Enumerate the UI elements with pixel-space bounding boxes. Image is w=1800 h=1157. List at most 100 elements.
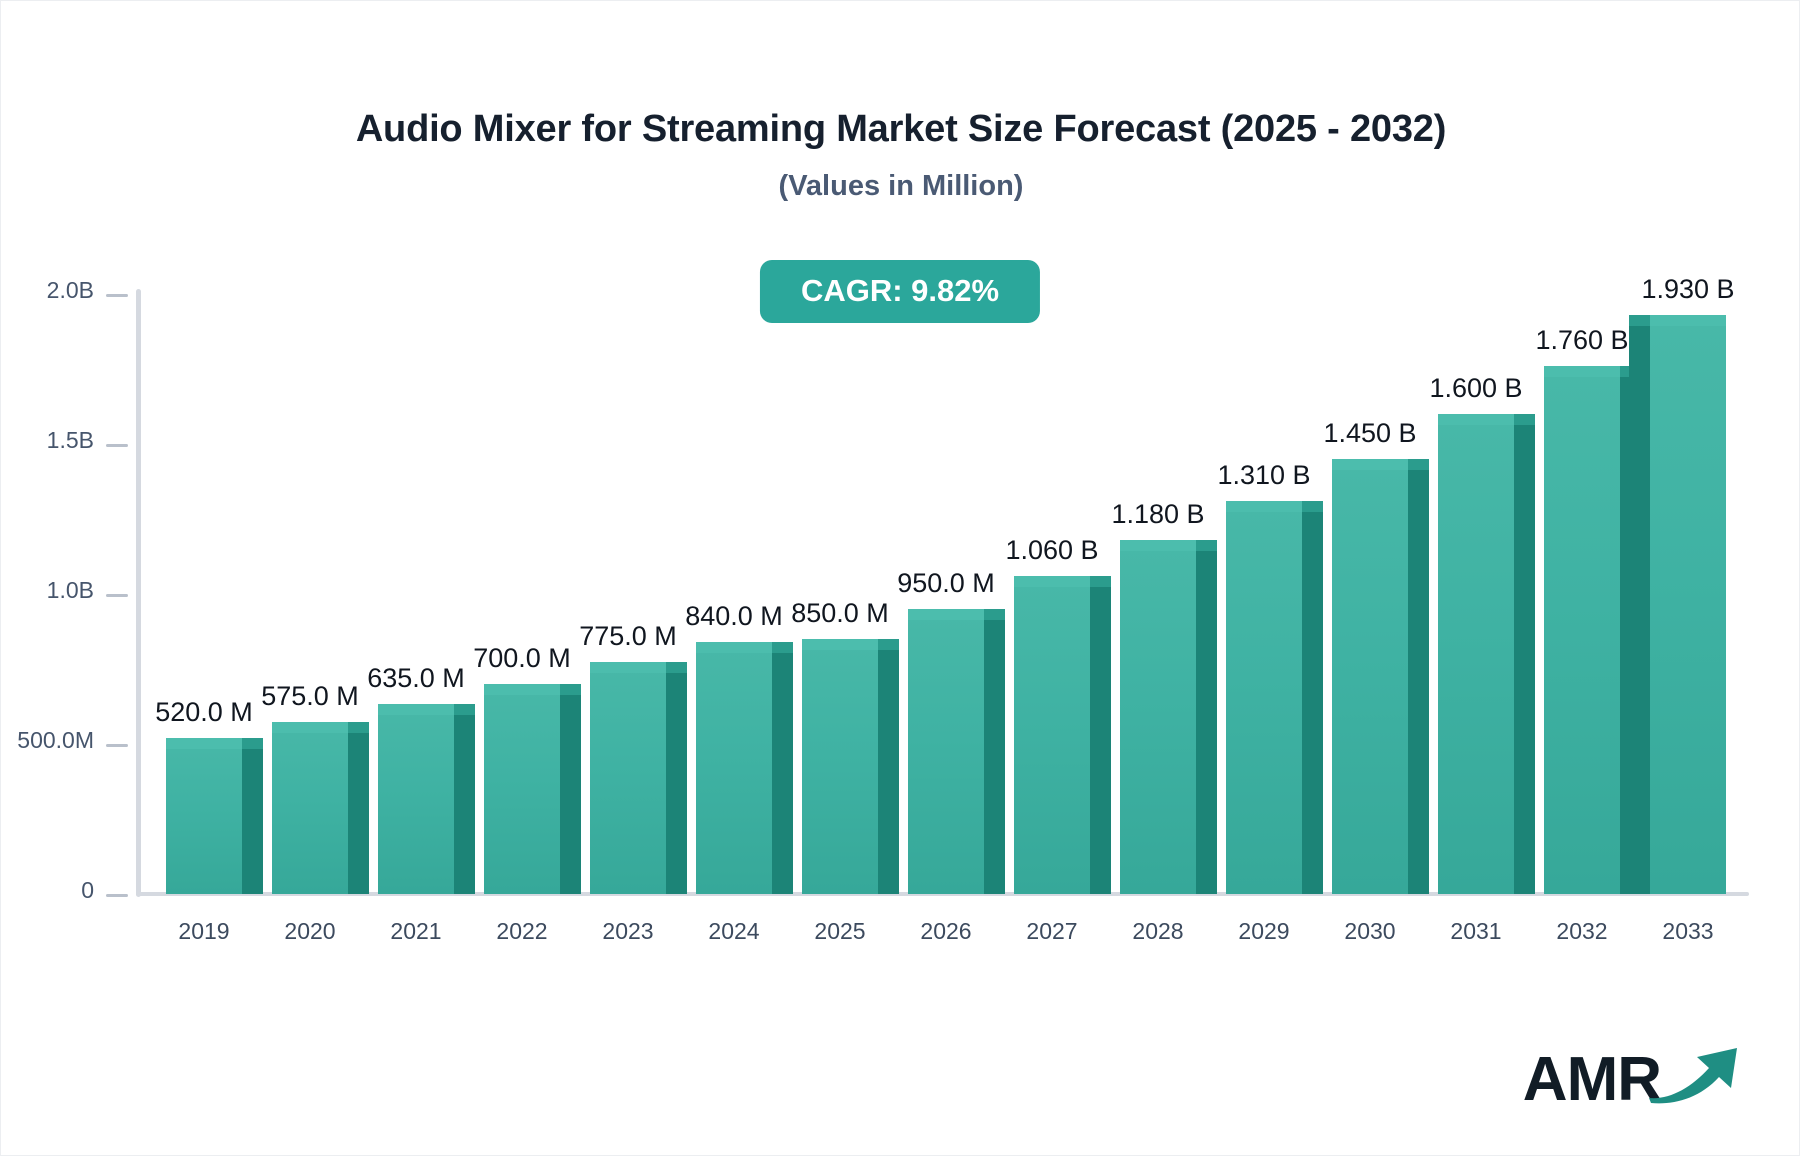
bar-top-face — [908, 609, 984, 620]
bar-side-face — [454, 714, 475, 894]
cagr-badge: CAGR: 9.82% — [759, 260, 1041, 323]
x-axis-label-2021: 2021 — [390, 918, 442, 944]
bar-front-face — [1014, 576, 1090, 894]
bar-top-bevel — [1196, 540, 1217, 551]
bar-top-bevel — [878, 639, 899, 650]
bar-side-face — [984, 620, 1005, 894]
bar-side-face — [666, 672, 687, 894]
x-axis-label-2032: 2032 — [1556, 918, 1608, 944]
bar-2032[interactable]: 1.760 B 2032 — [1535, 327, 1641, 943]
bar-2021[interactable]: 635.0 M 2021 — [367, 664, 475, 943]
x-axis-label-2023: 2023 — [602, 918, 654, 944]
x-axis-label-2022: 2022 — [496, 918, 548, 944]
bar-value-label: 1.600 B — [1429, 373, 1523, 403]
bar-2028[interactable]: 1.180 B 2028 — [1111, 501, 1217, 943]
x-axis-label-2029: 2029 — [1238, 918, 1290, 944]
bar-top-bevel — [1302, 501, 1323, 512]
bar-side-face — [348, 732, 369, 894]
bar-side-face — [1196, 551, 1217, 894]
bar-top-face — [272, 721, 348, 733]
bar-front-face — [1120, 540, 1196, 894]
bar-top-bevel — [1514, 414, 1535, 425]
bar-2024[interactable]: 840.0 M 2024 — [685, 603, 793, 943]
bar-top-face — [590, 661, 666, 673]
bar-front-face — [1332, 459, 1408, 894]
y-axis-tick-mark — [106, 444, 128, 447]
bar-side-face — [242, 749, 263, 894]
bar-side-face — [1408, 470, 1429, 894]
y-axis-tick: 2.0B — [1, 277, 136, 303]
bar-2027[interactable]: 1.060 B 2027 — [1005, 537, 1111, 943]
bar-front-face — [908, 609, 984, 894]
bar-value-label: 700.0 M — [473, 643, 571, 673]
bar-top-face — [1014, 576, 1090, 587]
bar-value-label: 1.760 B — [1535, 325, 1629, 355]
bar-top-face — [802, 639, 878, 650]
bar-2033[interactable]: 1.930 B 2033 — [1629, 276, 1735, 943]
amr-logo: AMR — [1523, 1042, 1743, 1111]
x-axis-label-2031: 2031 — [1450, 918, 1502, 944]
bar-value-label: 775.0 M — [579, 620, 677, 651]
bar-top-bevel — [1090, 576, 1111, 587]
bar-side-face — [878, 650, 899, 894]
amr-wordmark: AMR — [1522, 1045, 1662, 1114]
bar-top-bevel — [454, 703, 475, 715]
bar-2023[interactable]: 775.0 M 2023 — [579, 622, 687, 943]
bar-top-face — [1544, 366, 1620, 377]
bar-value-label: 1.450 B — [1323, 418, 1417, 448]
bar-2026[interactable]: 950.0 M 2026 — [897, 570, 1005, 943]
x-axis-label-2028: 2028 — [1132, 918, 1184, 944]
bar-side-face — [560, 695, 581, 894]
x-axis-line — [136, 892, 1749, 896]
bar-top-face — [484, 684, 560, 695]
bar-front-face — [166, 738, 242, 894]
bar-2030[interactable]: 1.450 B 2030 — [1323, 420, 1429, 943]
bar-value-label: 950.0 M — [897, 568, 995, 598]
bar-side-face — [1090, 587, 1111, 894]
growth-arrow-icon — [1647, 1042, 1743, 1109]
bar-2031[interactable]: 1.600 B 2031 — [1429, 375, 1535, 943]
x-axis-label-2024: 2024 — [708, 918, 760, 944]
bar-front-face — [1544, 366, 1620, 894]
bar-top-bevel — [348, 721, 369, 733]
bar-top-face — [1226, 501, 1302, 512]
bar-2019[interactable]: 520.0 M 2019 — [155, 699, 263, 943]
bar-2025[interactable]: 850.0 M 2025 — [791, 600, 899, 943]
bar-top-bevel — [1408, 459, 1429, 470]
bar-value-label: 1.310 B — [1217, 460, 1311, 490]
x-axis-label-2026: 2026 — [920, 918, 972, 944]
bar-value-label: 520.0 M — [155, 697, 253, 727]
x-axis-label-2025: 2025 — [814, 918, 866, 944]
bar-top-bevel — [560, 684, 581, 695]
y-axis-tick-label: 2.0B — [46, 277, 94, 303]
title-block: Audio Mixer for Streaming Market Size Fo… — [1, 107, 1800, 203]
bar-side-face — [772, 653, 793, 894]
bar-side-face — [1629, 326, 1650, 894]
x-axis-label-2033: 2033 — [1662, 918, 1714, 944]
bar-front-face — [1650, 315, 1726, 894]
bar-top-bevel — [242, 738, 263, 749]
bar-value-label: 1.180 B — [1111, 499, 1205, 529]
bar-top-face — [166, 738, 242, 749]
bar-2020[interactable]: 575.0 M 2020 — [261, 682, 369, 943]
bar-2029[interactable]: 1.310 B 2029 — [1217, 462, 1323, 943]
page-title: Audio Mixer for Streaming Market Size Fo… — [355, 108, 1447, 150]
bar-top-face — [1332, 459, 1408, 470]
bar-value-label: 635.0 M — [367, 662, 465, 693]
bar-top-face — [378, 703, 454, 715]
y-axis-tick-mark — [106, 294, 128, 297]
bar-top-face — [1120, 540, 1196, 551]
bar-2022[interactable]: 700.0 M 2022 — [473, 645, 581, 943]
bar-side-face — [1514, 425, 1535, 894]
y-axis-tick: 0 — [1, 877, 136, 903]
bar-front-face — [590, 661, 666, 894]
bar-front-face — [484, 684, 560, 894]
bar-value-label: 1.060 B — [1005, 535, 1099, 565]
bar-top-face — [696, 642, 772, 653]
y-axis-tick-mark — [106, 894, 128, 897]
x-axis-label-2019: 2019 — [178, 918, 230, 944]
y-axis-line — [136, 289, 141, 897]
bar-side-face — [1302, 512, 1323, 894]
